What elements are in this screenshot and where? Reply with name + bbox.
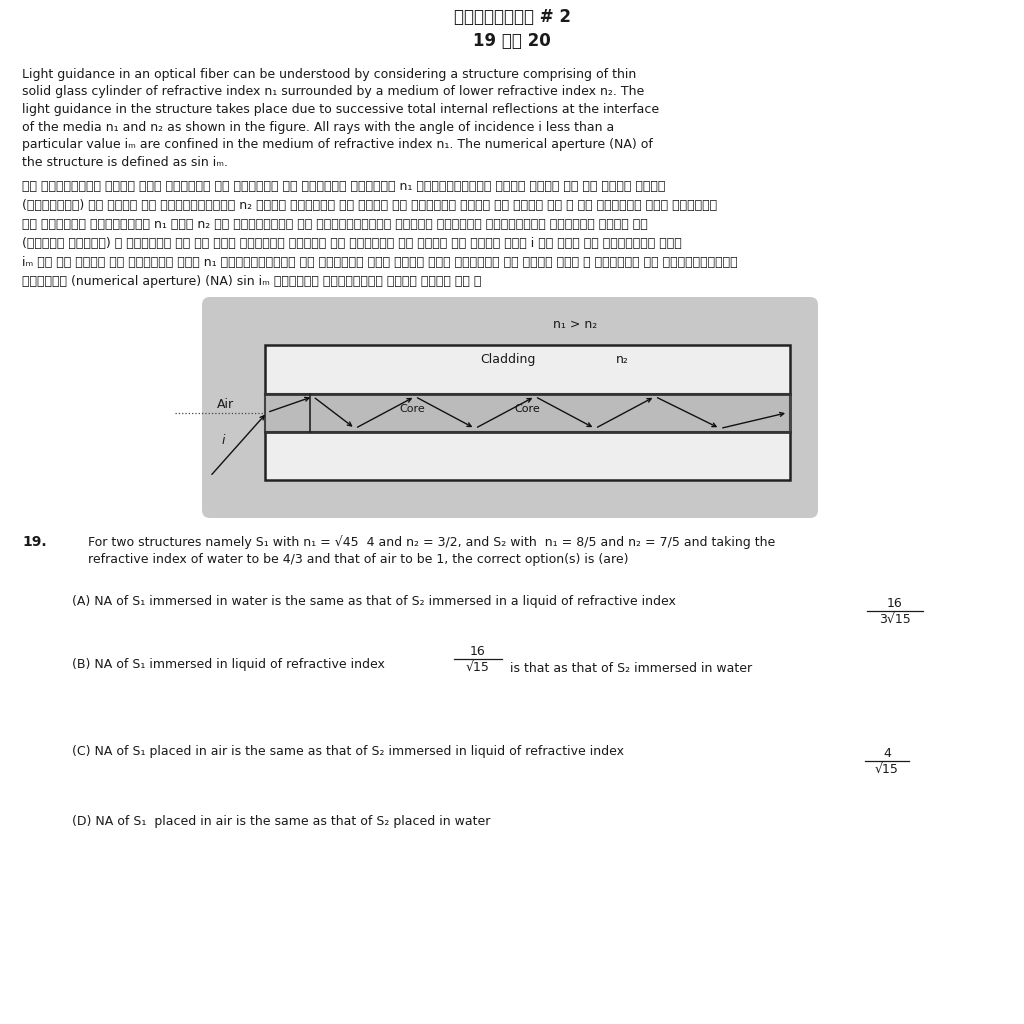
Text: एक प्रकाशीय तंतु में प्रकाश का परिवहन एक संरचना जिसमें n₁ अपवर्तनांक वाले काँच क: एक प्रकाशीय तंतु में प्रकाश का परिवहन एक… (22, 180, 666, 193)
Text: (सिलिंडर) एक उससे कम अपवर्तनांक n₂ वाले माध्यम से घिरा है द्वारा समझा जा सकता है: (सिलिंडर) एक उससे कम अपवर्तनांक n₂ वाले … (22, 199, 717, 212)
Text: (D) NA of S₁  placed in air is the same as that of S₂ placed in water: (D) NA of S₁ placed in air is the same a… (72, 815, 490, 828)
Text: the structure is defined as sin iₘ.: the structure is defined as sin iₘ. (22, 156, 228, 169)
Text: 4: 4 (883, 746, 891, 760)
Text: Cladding: Cladding (480, 353, 536, 366)
Text: अनुच्छेद # 2: अनुच्छेद # 2 (454, 8, 570, 26)
Text: For two structures namely S₁ with n₁ = √45 4 and n₂ = 3/2, and S₂ with  n₁ = 8/5: For two structures namely S₁ with n₁ = √… (88, 535, 775, 549)
Text: 3√15: 3√15 (880, 613, 911, 626)
Bar (265, 345, 790, 480)
Text: 19 से 20: 19 से 20 (473, 32, 551, 50)
Text: द्वारक (numerical aperture) (NA) sin iₘ द्वारा परिभाषित किया जाता है ।: द्वारक (numerical aperture) (NA) sin iₘ … (22, 275, 481, 288)
Text: (B) NA of S₁ immersed in liquid of refractive index: (B) NA of S₁ immersed in liquid of refra… (72, 658, 385, 671)
Text: Core: Core (399, 403, 425, 414)
Text: n₁ > n₂: n₁ > n₂ (553, 318, 597, 331)
Text: of the media n₁ and n₂ as shown in the figure. All rays with the angle of incide: of the media n₁ and n₂ as shown in the f… (22, 121, 614, 133)
Text: का परिवहन माध्यमों n₁ तथा n₂ के अंतपृष्ठ पर उत्तरोत्तर पूर्ण आंतरिक परावर्तन द्व: का परिवहन माध्यमों n₁ तथा n₂ के अंतपृष्ठ… (22, 218, 648, 231)
Text: iₘ से कम होता है संरचना में n₁ अपवर्तनांक के माध्यम में रहते हुए परिवहन कर सकती : iₘ से कम होता है संरचना में n₁ अपवर्तनां… (22, 256, 737, 269)
Text: light guidance in the structure takes place due to successive total internal ref: light guidance in the structure takes pl… (22, 103, 659, 116)
Text: is that as that of S₂ immersed in water: is that as that of S₂ immersed in water (510, 662, 752, 675)
Text: (चित्र देखें) । प्रकाश की वे सभी किरणें जिनका इस संरचना के सिरे पर आपतन कोण i का: (चित्र देखें) । प्रकाश की वे सभी किरणें … (22, 237, 682, 250)
Text: i: i (222, 434, 225, 447)
Text: Light guidance in an optical fiber can be understood by considering a structure : Light guidance in an optical fiber can b… (22, 68, 636, 81)
Text: (A) NA of S₁ immersed in water is the same as that of S₂ immersed in a liquid of: (A) NA of S₁ immersed in water is the sa… (72, 595, 676, 608)
Text: solid glass cylinder of refractive index n₁ surrounded by a medium of lower refr: solid glass cylinder of refractive index… (22, 85, 644, 98)
Text: particular value iₘ are confined in the medium of refractive index n₁. The numer: particular value iₘ are confined in the … (22, 138, 653, 151)
Text: √15: √15 (466, 662, 489, 674)
Text: 16: 16 (470, 645, 485, 658)
Bar (265, 393, 790, 431)
Text: √15: √15 (876, 763, 899, 776)
Text: refractive index of water to be 4/3 and that of air to be 1, the correct option(: refractive index of water to be 4/3 and … (88, 553, 629, 566)
Text: (C) NA of S₁ placed in air is the same as that of S₂ immersed in liquid of refra: (C) NA of S₁ placed in air is the same a… (72, 745, 624, 758)
Text: Core: Core (515, 404, 541, 415)
FancyBboxPatch shape (202, 297, 818, 518)
Text: 16: 16 (887, 597, 903, 610)
Text: 19.: 19. (22, 535, 47, 549)
Text: Air: Air (216, 398, 233, 411)
Text: n₂: n₂ (616, 353, 629, 366)
